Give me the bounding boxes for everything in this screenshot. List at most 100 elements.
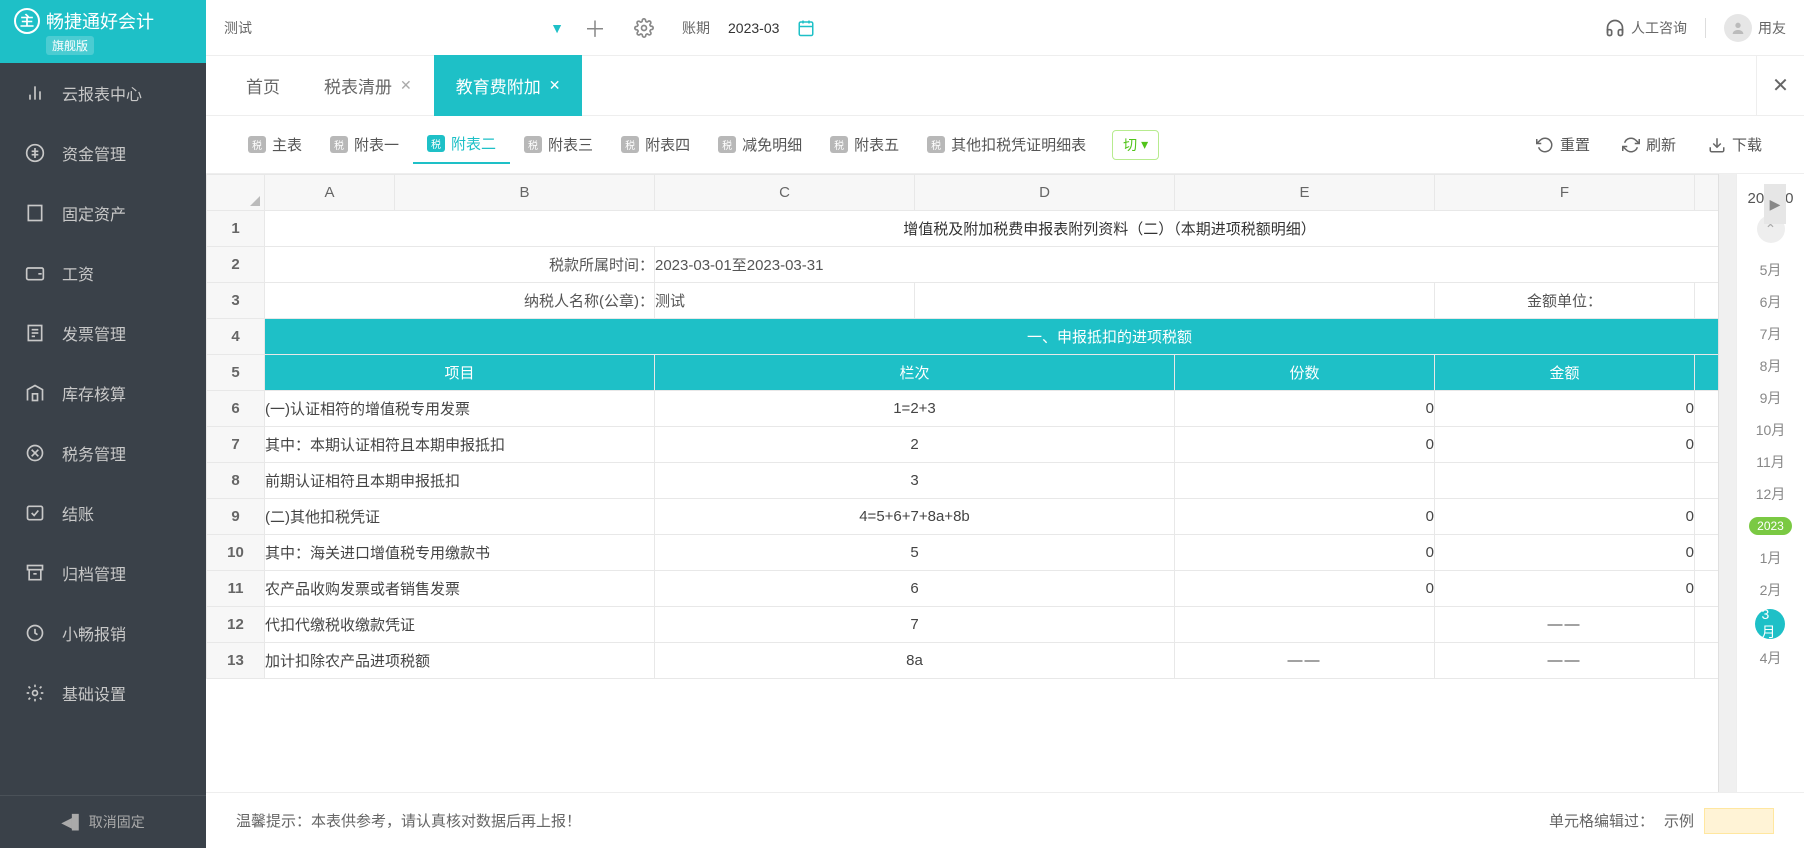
cell-item[interactable]: 代扣代缴税收缴款凭证: [265, 607, 655, 643]
tab-1[interactable]: 税表清册✕: [302, 55, 434, 116]
cell[interactable]: 0: [1695, 535, 1719, 571]
col-head-F[interactable]: F: [1435, 175, 1695, 211]
support-button[interactable]: 人工咨询: [1605, 18, 1687, 38]
close-icon[interactable]: ✕: [400, 77, 412, 94]
cell[interactable]: ——: [1175, 643, 1435, 679]
settings-button[interactable]: [626, 18, 662, 38]
cell-lane[interactable]: 6: [655, 571, 1175, 607]
month-item[interactable]: 3月: [1755, 609, 1785, 639]
cell[interactable]: 0: [1695, 391, 1719, 427]
row-head[interactable]: 5: [207, 355, 265, 391]
subtab-0[interactable]: 税主表: [234, 126, 316, 163]
year-badge[interactable]: 2023: [1749, 517, 1792, 535]
subtab-5[interactable]: 税减免明细: [704, 126, 816, 163]
cell[interactable]: 0: [1435, 499, 1695, 535]
sidebar-item-8[interactable]: 归档管理: [0, 543, 206, 603]
cell[interactable]: [1695, 607, 1719, 643]
cell[interactable]: [1695, 643, 1719, 679]
cell-lane[interactable]: 8a: [655, 643, 1175, 679]
col-head-E[interactable]: E: [1175, 175, 1435, 211]
cell-item[interactable]: (一)认证相符的增值税专用发票: [265, 391, 655, 427]
col-head-B[interactable]: B: [395, 175, 655, 211]
sidebar-item-2[interactable]: 固定资产: [0, 183, 206, 243]
row-head[interactable]: 10: [207, 535, 265, 571]
refresh-button[interactable]: 刷新: [1608, 128, 1690, 161]
cell-item[interactable]: 其中：本期认证相符且本期申报抵扣: [265, 427, 655, 463]
subtab-4[interactable]: 税附表四: [607, 126, 704, 163]
switch-button[interactable]: 切 ▾: [1112, 130, 1159, 160]
col-head-C[interactable]: C: [655, 175, 915, 211]
cell[interactable]: ——: [1435, 643, 1695, 679]
sidebar-unpin[interactable]: ◀▋ 取消固定: [0, 795, 206, 848]
sidebar-item-4[interactable]: 发票管理: [0, 303, 206, 363]
cell[interactable]: [1435, 463, 1695, 499]
cell[interactable]: [1175, 463, 1435, 499]
grid-corner[interactable]: [207, 175, 265, 211]
cell-lane[interactable]: 5: [655, 535, 1175, 571]
cell[interactable]: 0: [1175, 499, 1435, 535]
cell-item[interactable]: 农产品收购发票或者销售发票: [265, 571, 655, 607]
cell[interactable]: 0: [1695, 427, 1719, 463]
cell-lane[interactable]: 2: [655, 427, 1175, 463]
scrollbar-gutter[interactable]: [1718, 174, 1736, 792]
subtab-6[interactable]: 税附表五: [816, 126, 913, 163]
cell-lane[interactable]: 4=5+6+7+8a+8b: [655, 499, 1175, 535]
subtab-1[interactable]: 税附表一: [316, 126, 413, 163]
subtab-2[interactable]: 税附表二: [413, 125, 510, 164]
col-head-A[interactable]: A: [265, 175, 395, 211]
row-head[interactable]: 13: [207, 643, 265, 679]
sidebar-item-3[interactable]: 工资: [0, 243, 206, 303]
month-item[interactable]: 6月: [1754, 289, 1788, 315]
close-all-tabs[interactable]: ✕: [1756, 56, 1804, 115]
cell[interactable]: 0: [1435, 391, 1695, 427]
row-head[interactable]: 9: [207, 499, 265, 535]
cell-item[interactable]: 加计扣除农产品进项税额: [265, 643, 655, 679]
cell-lane[interactable]: 3: [655, 463, 1175, 499]
row-head[interactable]: 1: [207, 211, 265, 247]
cell[interactable]: [1695, 463, 1719, 499]
sidebar-item-5[interactable]: 库存核算: [0, 363, 206, 423]
spreadsheet[interactable]: ABCDEFG1增值税及附加税费申报表附列资料（二）（本期进项税额明细）2税款所…: [206, 174, 1718, 792]
month-item[interactable]: 10月: [1750, 417, 1792, 443]
month-item[interactable]: 9月: [1754, 385, 1788, 411]
row-head[interactable]: 8: [207, 463, 265, 499]
month-item[interactable]: 2月: [1754, 577, 1788, 603]
cell-item[interactable]: 其中：海关进口增值税专用缴款书: [265, 535, 655, 571]
user-menu[interactable]: 用友: [1724, 14, 1786, 42]
company-select[interactable]: 测试 ▼: [224, 18, 564, 38]
month-item[interactable]: 8月: [1754, 353, 1788, 379]
cell[interactable]: 0.00: [1695, 571, 1719, 607]
col-head-D[interactable]: D: [915, 175, 1175, 211]
row-head[interactable]: 11: [207, 571, 265, 607]
cell[interactable]: 0: [1175, 535, 1435, 571]
cell[interactable]: 0.00: [1695, 499, 1719, 535]
cell-lane[interactable]: 7: [655, 607, 1175, 643]
cell-item[interactable]: 前期认证相符且本期申报抵扣: [265, 463, 655, 499]
row-head[interactable]: 3: [207, 283, 265, 319]
reset-button[interactable]: 重置: [1522, 128, 1604, 161]
cell[interactable]: [1175, 607, 1435, 643]
cell-lane[interactable]: 1=2+3: [655, 391, 1175, 427]
cell-item[interactable]: (二)其他扣税凭证: [265, 499, 655, 535]
add-button[interactable]: ＋: [576, 12, 614, 44]
cell[interactable]: 0: [1435, 535, 1695, 571]
row-head[interactable]: 12: [207, 607, 265, 643]
row-head[interactable]: 6: [207, 391, 265, 427]
sidebar-item-7[interactable]: 结账: [0, 483, 206, 543]
row-head[interactable]: 4: [207, 319, 265, 355]
calendar-icon[interactable]: [797, 19, 815, 37]
subtab-7[interactable]: 税其他扣税凭证明细表: [913, 126, 1100, 163]
sidebar-item-9[interactable]: 小畅报销: [0, 603, 206, 663]
sidebar-item-6[interactable]: 税务管理: [0, 423, 206, 483]
cell[interactable]: ——: [1435, 607, 1695, 643]
row-head[interactable]: 2: [207, 247, 265, 283]
col-head-G[interactable]: G: [1695, 175, 1719, 211]
month-item[interactable]: 11月: [1750, 449, 1791, 475]
tab-0[interactable]: 首页: [224, 55, 302, 116]
sheet-expand-arrow[interactable]: ▶: [1764, 184, 1786, 224]
month-item[interactable]: 5月: [1754, 257, 1788, 283]
cell[interactable]: 0: [1175, 571, 1435, 607]
tab-2[interactable]: 教育费附加✕: [434, 55, 583, 116]
sidebar-item-1[interactable]: 资金管理: [0, 123, 206, 183]
cell[interactable]: 0: [1175, 427, 1435, 463]
